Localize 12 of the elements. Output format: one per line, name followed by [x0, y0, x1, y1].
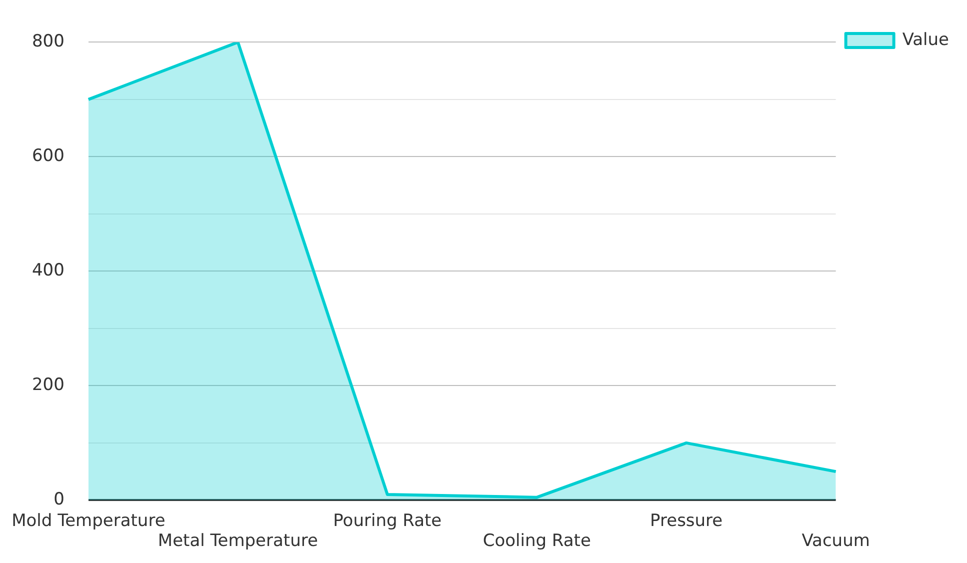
x-tick-label: Cooling Rate — [482, 531, 591, 552]
x-tick-label: Pouring Rate — [333, 510, 442, 531]
legend-label: Value — [902, 30, 950, 50]
x-tick-label: Metal Temperature — [158, 531, 318, 552]
y-tick-label: 600 — [32, 146, 64, 166]
y-tick-label: 800 — [32, 32, 64, 52]
x-tick-label: Vacuum — [802, 531, 870, 552]
y-tick-label: 200 — [32, 375, 64, 396]
y-tick-label: 400 — [32, 260, 64, 281]
x-tick-label: Mold Temperature — [12, 510, 166, 531]
x-tick-label: Pressure — [650, 510, 723, 531]
y-tick-label: 0 — [54, 490, 64, 510]
